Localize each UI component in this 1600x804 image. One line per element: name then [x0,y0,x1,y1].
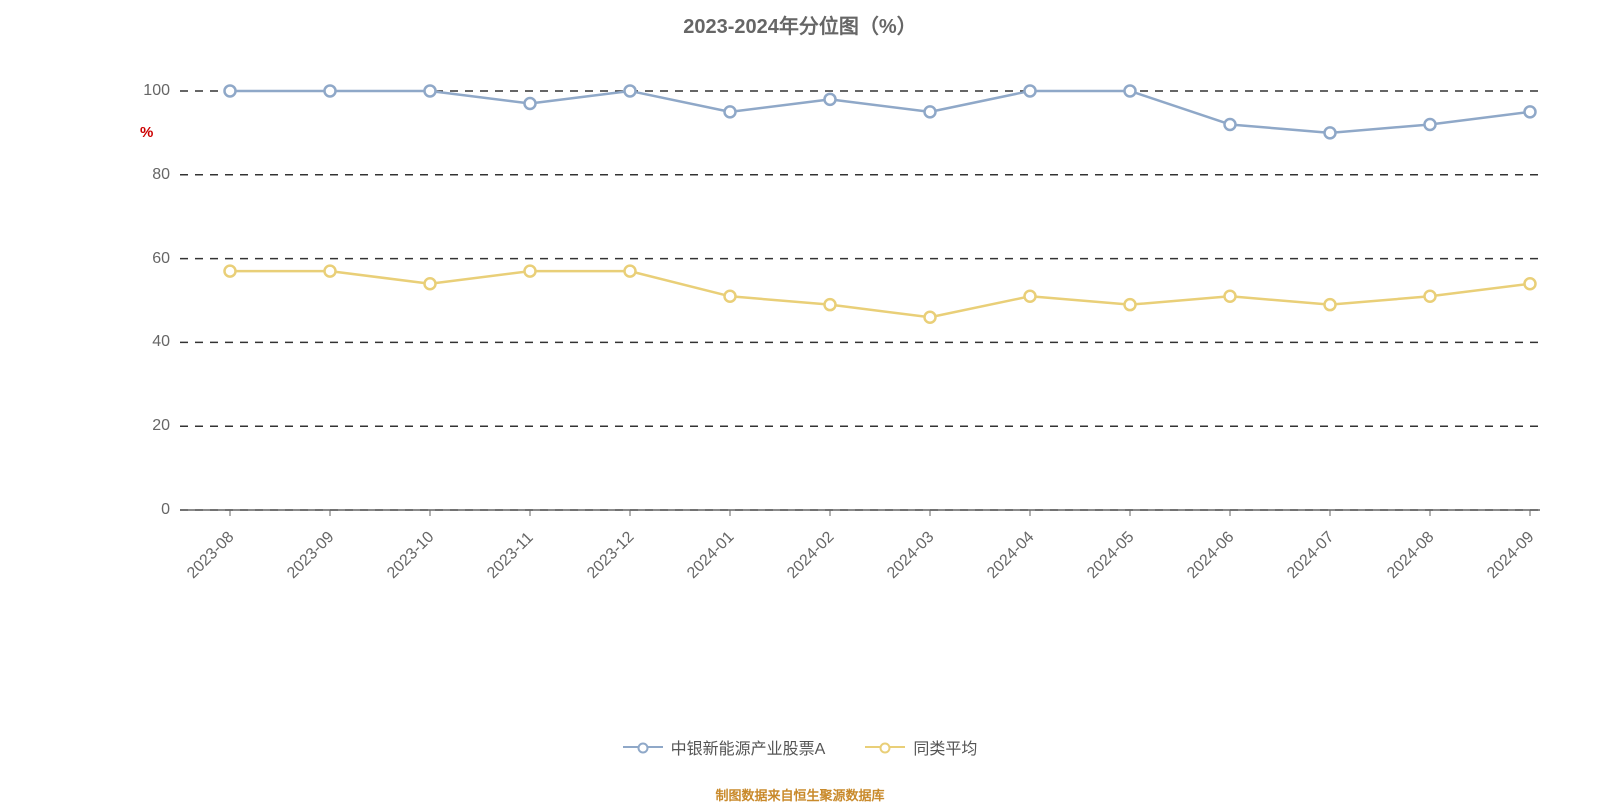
y-axis-label: % [140,124,153,141]
legend-line-icon [865,746,905,748]
y-tick-label: 0 [130,501,170,519]
legend-item: 同类平均 [865,735,977,759]
x-tick-label: 2024-02 [784,528,838,582]
x-tick-label: 2023-08 [184,528,238,582]
y-tick-label: 100 [130,82,170,100]
x-tick-label: 2024-07 [1284,528,1338,582]
x-tick-label: 2024-01 [684,528,738,582]
chart-plot-area [180,70,1540,510]
chart-legend: 中银新能源产业股票A 同类平均 [0,735,1600,759]
x-tick-label: 2023-11 [484,529,537,582]
x-tick-label: 2024-03 [884,528,938,582]
x-tick-label: 2024-04 [984,528,1038,582]
y-tick-label: 40 [130,333,170,351]
legend-marker-icon [637,743,648,754]
x-tick-label: 2023-12 [584,528,638,582]
x-tick-label: 2023-10 [384,528,438,582]
chart-footer-note: 制图数据来自恒生聚源数据库 [0,785,1600,804]
legend-label: 中银新能源产业股票A [671,735,826,759]
percentile-line-chart: 2023-2024年分位图（%） % 中银新能源产业股票A同类平均 制图数据来自… [0,0,1600,800]
y-tick-label: 80 [130,166,170,184]
x-tick-label: 2024-09 [1484,528,1538,582]
legend-label: 同类平均 [913,735,977,759]
legend-item: 中银新能源产业股票A [623,735,826,759]
x-tick-label: 2024-06 [1184,528,1238,582]
legend-line-icon [623,746,663,748]
legend-marker-icon [880,743,891,754]
x-tick-label: 2024-08 [1384,528,1438,582]
chart-title: 2023-2024年分位图（%） [0,10,1600,39]
x-tick-label: 2024-05 [1084,528,1138,582]
x-tick-label: 2023-09 [284,528,338,582]
y-tick-label: 60 [130,250,170,268]
y-tick-label: 20 [130,417,170,435]
